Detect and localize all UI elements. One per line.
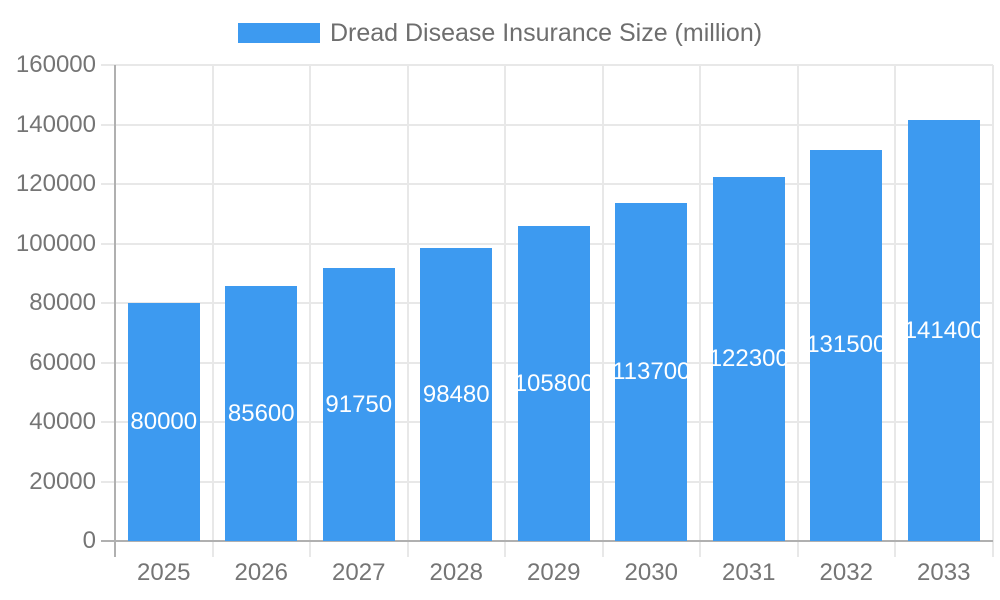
x-axis-label-2026: 2026	[234, 559, 288, 586]
x-axis-label-2028: 2028	[429, 559, 483, 586]
y-gridline	[115, 64, 993, 66]
x-gridline	[601, 65, 604, 557]
y-axis-tick	[101, 421, 115, 423]
bar-value-label-2025: 80000	[130, 408, 198, 435]
x-gridline	[504, 65, 506, 557]
x-gridline	[796, 65, 799, 557]
x-gridline	[894, 65, 896, 557]
x-gridline	[991, 65, 994, 557]
x-gridline	[699, 65, 701, 557]
x-gridline	[406, 65, 409, 557]
y-axis-label-0: 0	[82, 527, 96, 554]
bar-2033[interactable]	[907, 120, 980, 541]
bar-2025[interactable]	[127, 303, 200, 541]
x-gridline	[309, 65, 311, 557]
bar-value-label-2029: 105800	[513, 369, 594, 397]
x-axis-label-2032: 2032	[819, 559, 873, 586]
y-axis-tick	[101, 480, 115, 483]
y-axis-label-80000: 80000	[29, 289, 96, 316]
bar-value-label-2030: 113700	[612, 357, 691, 385]
bar-2031[interactable]	[712, 177, 785, 541]
x-axis-label-2025: 2025	[137, 559, 191, 586]
y-axis-tick	[101, 64, 115, 66]
bar-value-label-2027: 91750	[325, 390, 393, 418]
y-axis-label-160000: 160000	[15, 51, 96, 78]
y-axis-tick	[101, 123, 115, 126]
bar-value-label-2026: 85600	[227, 399, 295, 427]
bar-2029[interactable]	[517, 226, 590, 541]
y-gridline	[115, 123, 993, 126]
bar-value-label-2032: 131500	[806, 331, 887, 359]
x-axis-label-2027: 2027	[332, 559, 386, 586]
bar-value-label-2028: 98480	[422, 380, 490, 408]
bar-value-label-2031: 122300	[708, 345, 789, 373]
x-gridline	[211, 65, 214, 557]
x-axis-label-2030: 2030	[624, 559, 678, 586]
bar-2030[interactable]	[615, 202, 688, 541]
y-axis-tick	[101, 361, 115, 364]
bar-2032[interactable]	[810, 149, 883, 541]
y-axis-label-140000: 140000	[15, 110, 96, 138]
bar-value-label-2033: 141400	[903, 316, 984, 344]
y-axis-label-40000: 40000	[29, 408, 96, 435]
x-axis-label-2029: 2029	[527, 559, 581, 586]
x-axis-label-2031: 2031	[722, 559, 776, 586]
y-axis-label-60000: 60000	[29, 348, 96, 376]
x-axis-label-2033: 2033	[917, 559, 971, 586]
legend-label: Dread Disease Insurance Size (million)	[329, 19, 763, 47]
x-axis-line	[101, 540, 993, 542]
y-axis-line	[114, 65, 116, 557]
y-axis-tick	[101, 242, 115, 245]
bar-2027[interactable]	[322, 268, 395, 541]
y-gridline	[115, 183, 993, 185]
legend-swatch-icon[interactable]	[237, 23, 320, 43]
legend[interactable]: Dread Disease Insurance Size (million)	[0, 20, 1000, 46]
bar-2028[interactable]	[420, 248, 493, 541]
bar-2026[interactable]	[225, 286, 298, 541]
y-axis-tick	[101, 302, 115, 304]
y-axis-tick	[101, 183, 115, 185]
y-axis-label-20000: 20000	[29, 467, 96, 495]
y-axis-label-120000: 120000	[15, 170, 96, 197]
y-axis-label-100000: 100000	[15, 229, 96, 257]
